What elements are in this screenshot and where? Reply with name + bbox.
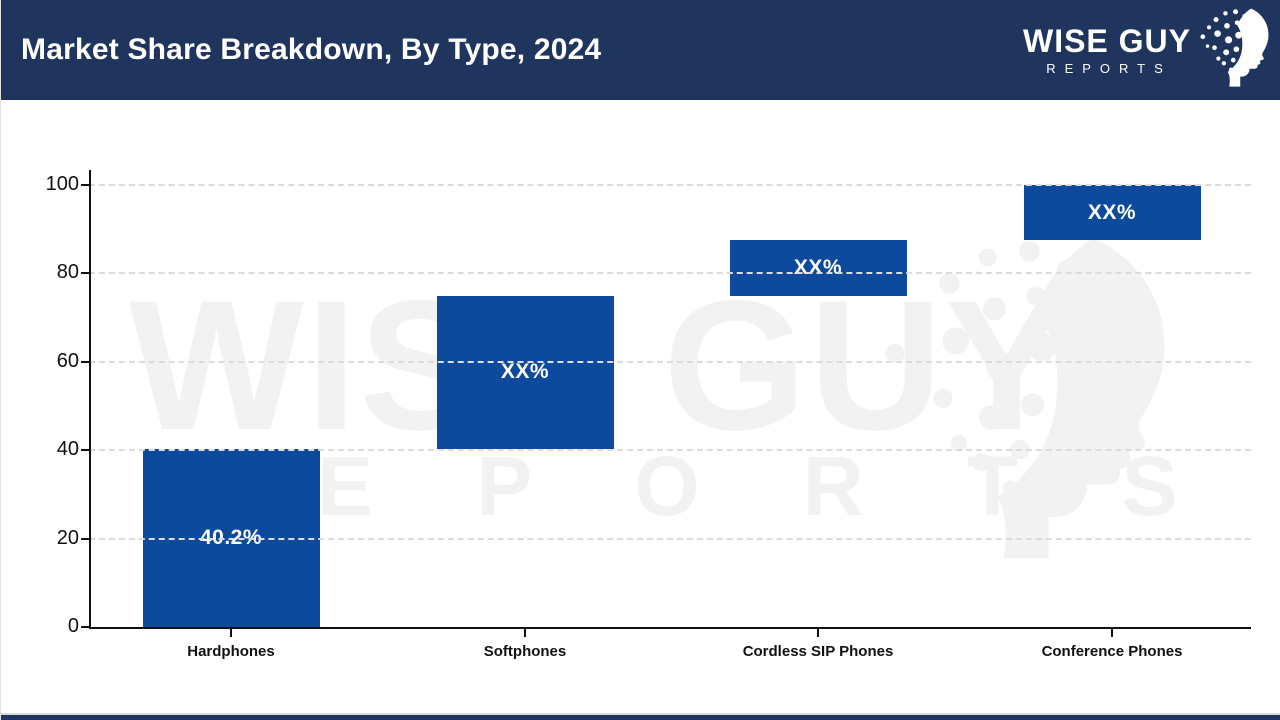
logo-name: WISE GUY	[1022, 22, 1191, 59]
x-axis-category-label: Hardphones	[187, 643, 275, 660]
x-axis-tick-mark	[1111, 629, 1113, 637]
footer-accent-bar	[1, 715, 1280, 720]
y-axis-line	[89, 170, 91, 629]
y-axis-tick-label: 60	[56, 349, 79, 372]
logo-text: WISE GUY REPORTS	[1023, 25, 1191, 76]
y-axis-tick-mark	[81, 360, 89, 363]
y-axis-tick-label: 0	[67, 615, 79, 637]
x-axis-line	[89, 627, 1251, 629]
x-axis-category-label: Softphones	[483, 643, 567, 660]
y-axis-tick-label: 100	[45, 173, 79, 195]
y-axis-tick-label: 40	[56, 438, 79, 461]
bar-hardphones: 40.2%	[142, 449, 320, 627]
bar-softphones: XX%	[436, 295, 614, 450]
y-axis-tick-mark	[81, 537, 89, 540]
y-axis-tick-mark	[81, 272, 89, 275]
watermark-face-icon	[885, 238, 1165, 559]
bar-value-label: XX%	[793, 255, 843, 279]
x-axis-tick-mark	[817, 629, 819, 637]
bar-value-label: 40.2%	[199, 526, 263, 550]
bar-value-label: XX%	[1087, 200, 1137, 224]
footer-divider	[1, 713, 1280, 715]
y-axis-tick-mark	[81, 184, 89, 186]
x-axis-category-label: Conference Phones	[1041, 643, 1183, 660]
y-axis-tick-label: 20	[56, 526, 79, 549]
bar-value-label: XX%	[500, 360, 550, 384]
y-axis-tick-label: 80	[56, 261, 79, 284]
x-axis-tick-mark	[524, 629, 526, 637]
x-axis-tick-mark	[230, 629, 232, 637]
x-axis-category-label: Cordless SIP Phones	[742, 643, 894, 660]
logo-tagline: REPORTS	[1046, 60, 1172, 76]
y-axis-tick-mark	[81, 449, 89, 452]
bar-conference-phones: XX%	[1023, 185, 1201, 241]
page-title: Market Share Breakdown, By Type, 2024	[21, 33, 602, 66]
logo-face-icon	[1200, 8, 1269, 87]
y-axis-tick-mark	[81, 626, 89, 628]
wise-guy-reports-logo: WISE GUY REPORTS	[1023, 7, 1280, 93]
bar-cordless-sip-phones: XX%	[729, 240, 907, 296]
market-share-chart: WISE GUY R E P O R T S 0 20 40 60 80 100 40.2%…	[1, 100, 1280, 720]
header-banner: Market Share Breakdown, By Type, 2024 WI…	[1, 0, 1280, 100]
